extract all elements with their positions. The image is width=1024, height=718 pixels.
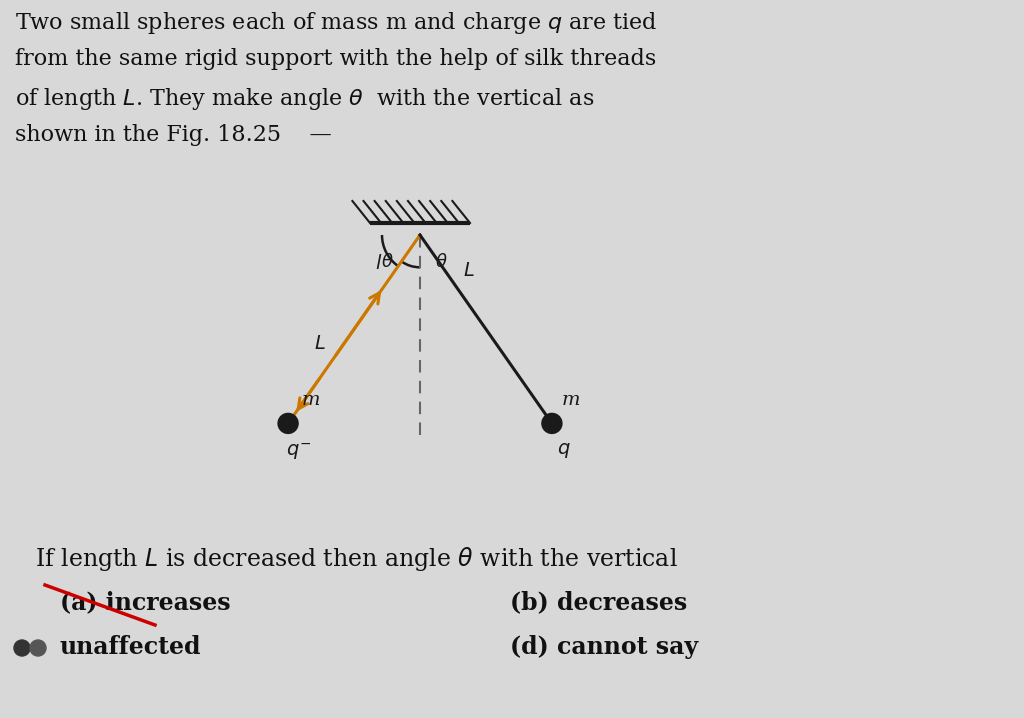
Text: from the same rigid support with the help of silk threads: from the same rigid support with the hel… — [15, 48, 656, 70]
Circle shape — [14, 640, 30, 656]
Text: m: m — [302, 391, 321, 409]
Text: (d) cannot say: (d) cannot say — [510, 635, 698, 659]
Text: If length $L$ is decreased then angle $\theta$ with the vertical: If length $L$ is decreased then angle $\… — [35, 545, 678, 573]
Text: $L$: $L$ — [463, 263, 475, 281]
Text: $\theta$: $\theta$ — [381, 253, 394, 271]
Text: $\theta$: $\theta$ — [434, 253, 447, 271]
Text: $L$: $L$ — [313, 335, 326, 353]
Text: shown in the Fig. 18.25    —: shown in the Fig. 18.25 — — [15, 124, 332, 146]
Text: m: m — [562, 391, 581, 409]
Text: (b) decreases: (b) decreases — [510, 590, 687, 614]
Circle shape — [30, 640, 46, 656]
Text: of length $L$. They make angle $\theta$  with the vertical as: of length $L$. They make angle $\theta$ … — [15, 86, 594, 112]
Text: $q^{-}$: $q^{-}$ — [286, 442, 311, 462]
Circle shape — [542, 414, 562, 434]
Text: Two small spheres each of mass m and charge $q$ are tied: Two small spheres each of mass m and cha… — [15, 10, 657, 36]
Text: (a) increases: (a) increases — [60, 590, 230, 614]
Text: unaffected: unaffected — [60, 635, 202, 659]
Text: $l$: $l$ — [375, 254, 382, 274]
Circle shape — [279, 414, 298, 434]
Text: $q$: $q$ — [557, 442, 570, 460]
